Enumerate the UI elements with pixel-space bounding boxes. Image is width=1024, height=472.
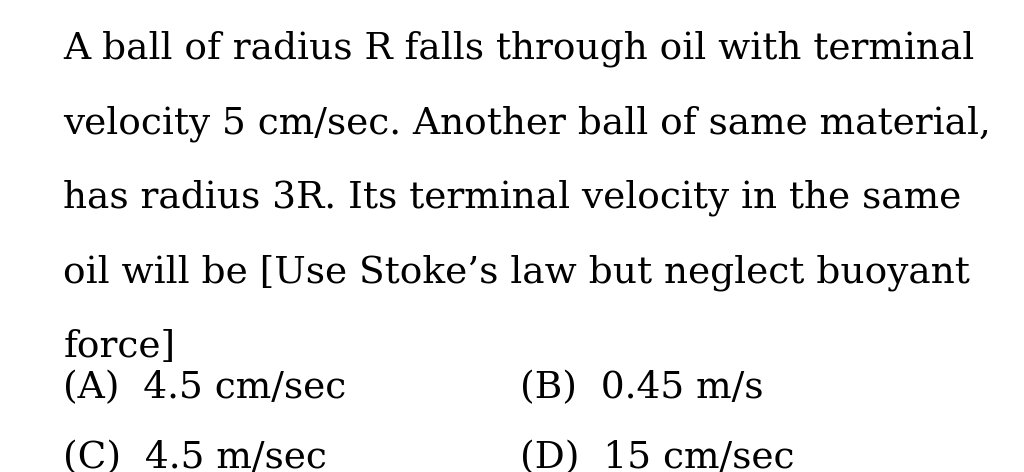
Text: force]: force] bbox=[63, 329, 175, 365]
Text: (D)  15 cm/sec: (D) 15 cm/sec bbox=[520, 440, 795, 472]
Text: (A)  4.5 cm/sec: (A) 4.5 cm/sec bbox=[63, 371, 347, 406]
Text: velocity 5 cm/sec. Another ball of same material,: velocity 5 cm/sec. Another ball of same … bbox=[63, 105, 991, 142]
Text: A ball of radius R falls through oil with terminal: A ball of radius R falls through oil wit… bbox=[63, 31, 975, 67]
Text: (B)  0.45 m/s: (B) 0.45 m/s bbox=[520, 371, 764, 406]
Text: oil will be [Use Stoke’s law but neglect buoyant: oil will be [Use Stoke’s law but neglect… bbox=[63, 254, 971, 291]
Text: has radius 3R. Its terminal velocity in the same: has radius 3R. Its terminal velocity in … bbox=[63, 180, 962, 216]
Text: (C)  4.5 m/sec: (C) 4.5 m/sec bbox=[63, 440, 328, 472]
